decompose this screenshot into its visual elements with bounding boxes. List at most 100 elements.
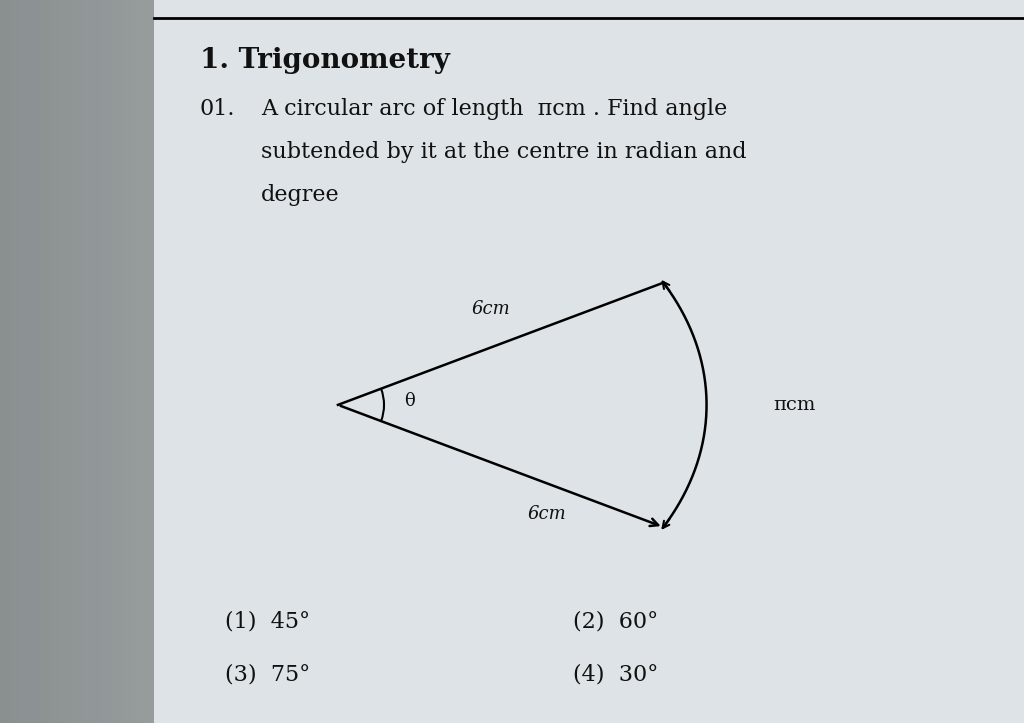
- Bar: [113, 0, 123, 723]
- Bar: [993, 0, 1004, 723]
- Bar: [461, 0, 471, 723]
- Bar: [502, 0, 512, 723]
- Bar: [881, 0, 891, 723]
- Bar: [389, 0, 399, 723]
- Bar: [0, 0, 10, 723]
- Bar: [850, 0, 860, 723]
- Text: 6cm: 6cm: [471, 301, 510, 318]
- Bar: [410, 0, 420, 723]
- Bar: [481, 0, 492, 723]
- Bar: [225, 0, 236, 723]
- Bar: [328, 0, 338, 723]
- Bar: [543, 0, 553, 723]
- Bar: [41, 0, 51, 723]
- Bar: [92, 0, 102, 723]
- Text: (2)  60°: (2) 60°: [573, 611, 658, 633]
- Text: (3)  75°: (3) 75°: [225, 664, 310, 685]
- Bar: [901, 0, 911, 723]
- Bar: [952, 0, 963, 723]
- Text: πcm: πcm: [773, 396, 815, 414]
- Bar: [573, 0, 584, 723]
- Bar: [983, 0, 993, 723]
- Bar: [778, 0, 788, 723]
- Bar: [655, 0, 666, 723]
- Text: (1)  45°: (1) 45°: [225, 611, 310, 633]
- Bar: [819, 0, 829, 723]
- Bar: [492, 0, 502, 723]
- Bar: [451, 0, 461, 723]
- Bar: [553, 0, 563, 723]
- Bar: [10, 0, 20, 723]
- Bar: [860, 0, 870, 723]
- Bar: [61, 0, 72, 723]
- Bar: [532, 0, 543, 723]
- Bar: [471, 0, 481, 723]
- Bar: [276, 0, 287, 723]
- Bar: [287, 0, 297, 723]
- Bar: [338, 0, 348, 723]
- Bar: [51, 0, 61, 723]
- Bar: [625, 0, 635, 723]
- Bar: [799, 0, 809, 723]
- Bar: [707, 0, 717, 723]
- Bar: [614, 0, 625, 723]
- Bar: [840, 0, 850, 723]
- Bar: [195, 0, 205, 723]
- Bar: [973, 0, 983, 723]
- Bar: [297, 0, 307, 723]
- Bar: [399, 0, 410, 723]
- Bar: [717, 0, 727, 723]
- Bar: [379, 0, 389, 723]
- Bar: [645, 0, 655, 723]
- Text: subtended by it at the centre in radian and: subtended by it at the centre in radian …: [261, 141, 746, 163]
- Bar: [102, 0, 113, 723]
- Bar: [72, 0, 82, 723]
- Text: θ: θ: [404, 393, 415, 410]
- Bar: [164, 0, 174, 723]
- Bar: [963, 0, 973, 723]
- Bar: [256, 0, 266, 723]
- Bar: [768, 0, 778, 723]
- Bar: [788, 0, 799, 723]
- Bar: [563, 0, 573, 723]
- Bar: [174, 0, 184, 723]
- Bar: [82, 0, 92, 723]
- Bar: [420, 0, 430, 723]
- Bar: [727, 0, 737, 723]
- Bar: [594, 0, 604, 723]
- Bar: [184, 0, 195, 723]
- Bar: [809, 0, 819, 723]
- Bar: [522, 0, 532, 723]
- Bar: [748, 0, 758, 723]
- Bar: [676, 0, 686, 723]
- Bar: [317, 0, 328, 723]
- Bar: [666, 0, 676, 723]
- Bar: [758, 0, 768, 723]
- Bar: [31, 0, 41, 723]
- Bar: [205, 0, 215, 723]
- Text: A circular arc of length  πcm . Find angle: A circular arc of length πcm . Find angl…: [261, 98, 727, 119]
- Bar: [266, 0, 276, 723]
- Bar: [20, 0, 31, 723]
- Bar: [911, 0, 922, 723]
- Text: 1. Trigonometry: 1. Trigonometry: [200, 47, 450, 74]
- Bar: [143, 0, 154, 723]
- Bar: [307, 0, 317, 723]
- Text: degree: degree: [261, 184, 340, 206]
- Bar: [635, 0, 645, 723]
- Text: (4)  30°: (4) 30°: [573, 664, 658, 685]
- Bar: [154, 0, 164, 723]
- Bar: [686, 0, 696, 723]
- Bar: [358, 0, 369, 723]
- Bar: [1014, 0, 1024, 723]
- Bar: [512, 0, 522, 723]
- Bar: [246, 0, 256, 723]
- Bar: [440, 0, 451, 723]
- Bar: [584, 0, 594, 723]
- Bar: [870, 0, 881, 723]
- Bar: [369, 0, 379, 723]
- Bar: [123, 0, 133, 723]
- Text: 01.: 01.: [200, 98, 236, 119]
- Bar: [737, 0, 748, 723]
- Bar: [922, 0, 932, 723]
